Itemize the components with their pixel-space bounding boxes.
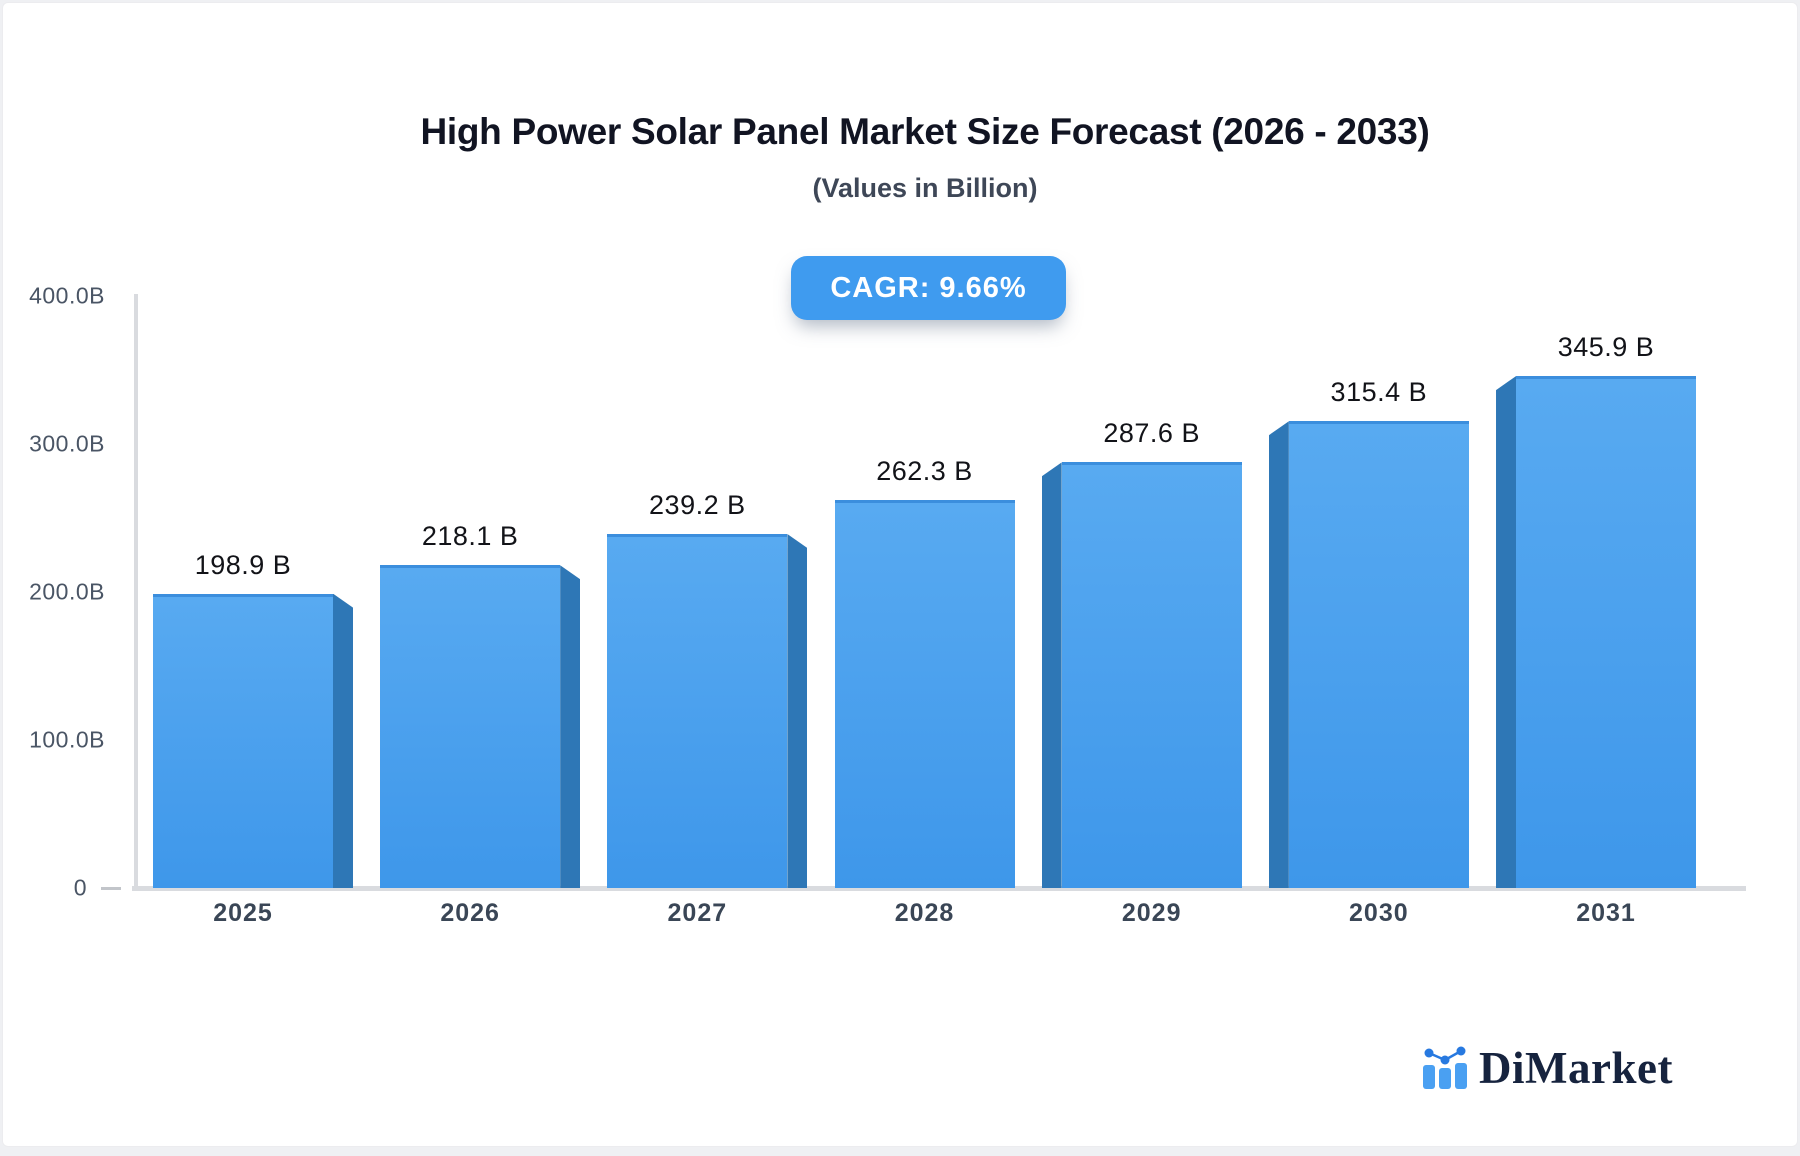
bar-chart: 400.0B 300.0B 200.0B 100.0B 0 198.9 B 2025 218.… xyxy=(3,3,1797,1146)
brand-name: DiMarket xyxy=(1479,1042,1673,1093)
cagr-badge: CAGR: 9.66% xyxy=(791,256,1066,320)
bar-face xyxy=(1288,421,1469,888)
zero-tick-mark xyxy=(101,887,121,890)
x-axis-label: 2029 xyxy=(1121,899,1182,927)
bar-2025 xyxy=(153,593,353,888)
bar-2031 xyxy=(1496,376,1697,888)
bar-line-chart-icon xyxy=(1423,1046,1467,1089)
y-axis-tick-label: 200.0B xyxy=(29,578,105,605)
bar-face xyxy=(607,533,788,888)
bar-side-face xyxy=(787,533,808,888)
y-axis-line xyxy=(134,294,138,890)
x-axis-label: 2030 xyxy=(1349,899,1409,927)
bar-value-label: 315.4 B xyxy=(1330,377,1428,408)
x-axis-label: 2031 xyxy=(1576,899,1636,927)
bar-face xyxy=(1061,462,1242,888)
y-axis-tick-label: 400.0B xyxy=(29,282,105,309)
bar-face xyxy=(834,499,1015,888)
bar-face xyxy=(1516,376,1697,888)
y-axis-tick-label: 0 xyxy=(73,874,87,901)
bar-side-face xyxy=(333,593,353,888)
bar-2029 xyxy=(1041,462,1242,888)
bar-value-label: 239.2 B xyxy=(649,489,746,520)
bar-face xyxy=(380,565,561,888)
bar-side-face xyxy=(560,565,581,888)
bar-value-label: 345.9 B xyxy=(1557,332,1655,363)
bar-side-face xyxy=(1041,462,1062,888)
x-axis-label: 2027 xyxy=(667,899,728,927)
bar-2027 xyxy=(607,533,808,888)
x-axis-label: 2028 xyxy=(894,899,955,927)
x-axis-line xyxy=(132,886,1746,891)
cagr-badge-label: CAGR: 9.66% xyxy=(830,271,1027,304)
bar-side-face xyxy=(1268,421,1289,888)
x-axis-label: 2025 xyxy=(213,899,273,927)
y-axis-tick-label: 100.0B xyxy=(29,726,105,753)
bar-side-face xyxy=(1496,376,1517,888)
bar-face xyxy=(153,593,333,888)
bar-2028 xyxy=(834,499,1015,888)
chart-title: High Power Solar Panel Market Size Forec… xyxy=(420,111,1430,152)
bar-value-label: 262.3 B xyxy=(876,455,973,486)
chart-subtitle: (Values in Billion) xyxy=(812,173,1038,203)
bar-value-label: 218.1 B xyxy=(421,521,519,552)
bar-2030 xyxy=(1268,421,1469,888)
bar-value-label: 198.9 B xyxy=(194,549,292,580)
brand-logo: DiMarket xyxy=(1423,1041,1673,1095)
x-axis-label: 2026 xyxy=(440,899,500,927)
bar-2026 xyxy=(380,565,581,888)
bar-value-label: 287.6 B xyxy=(1103,418,1200,449)
y-axis-tick-label: 300.0B xyxy=(29,430,105,457)
